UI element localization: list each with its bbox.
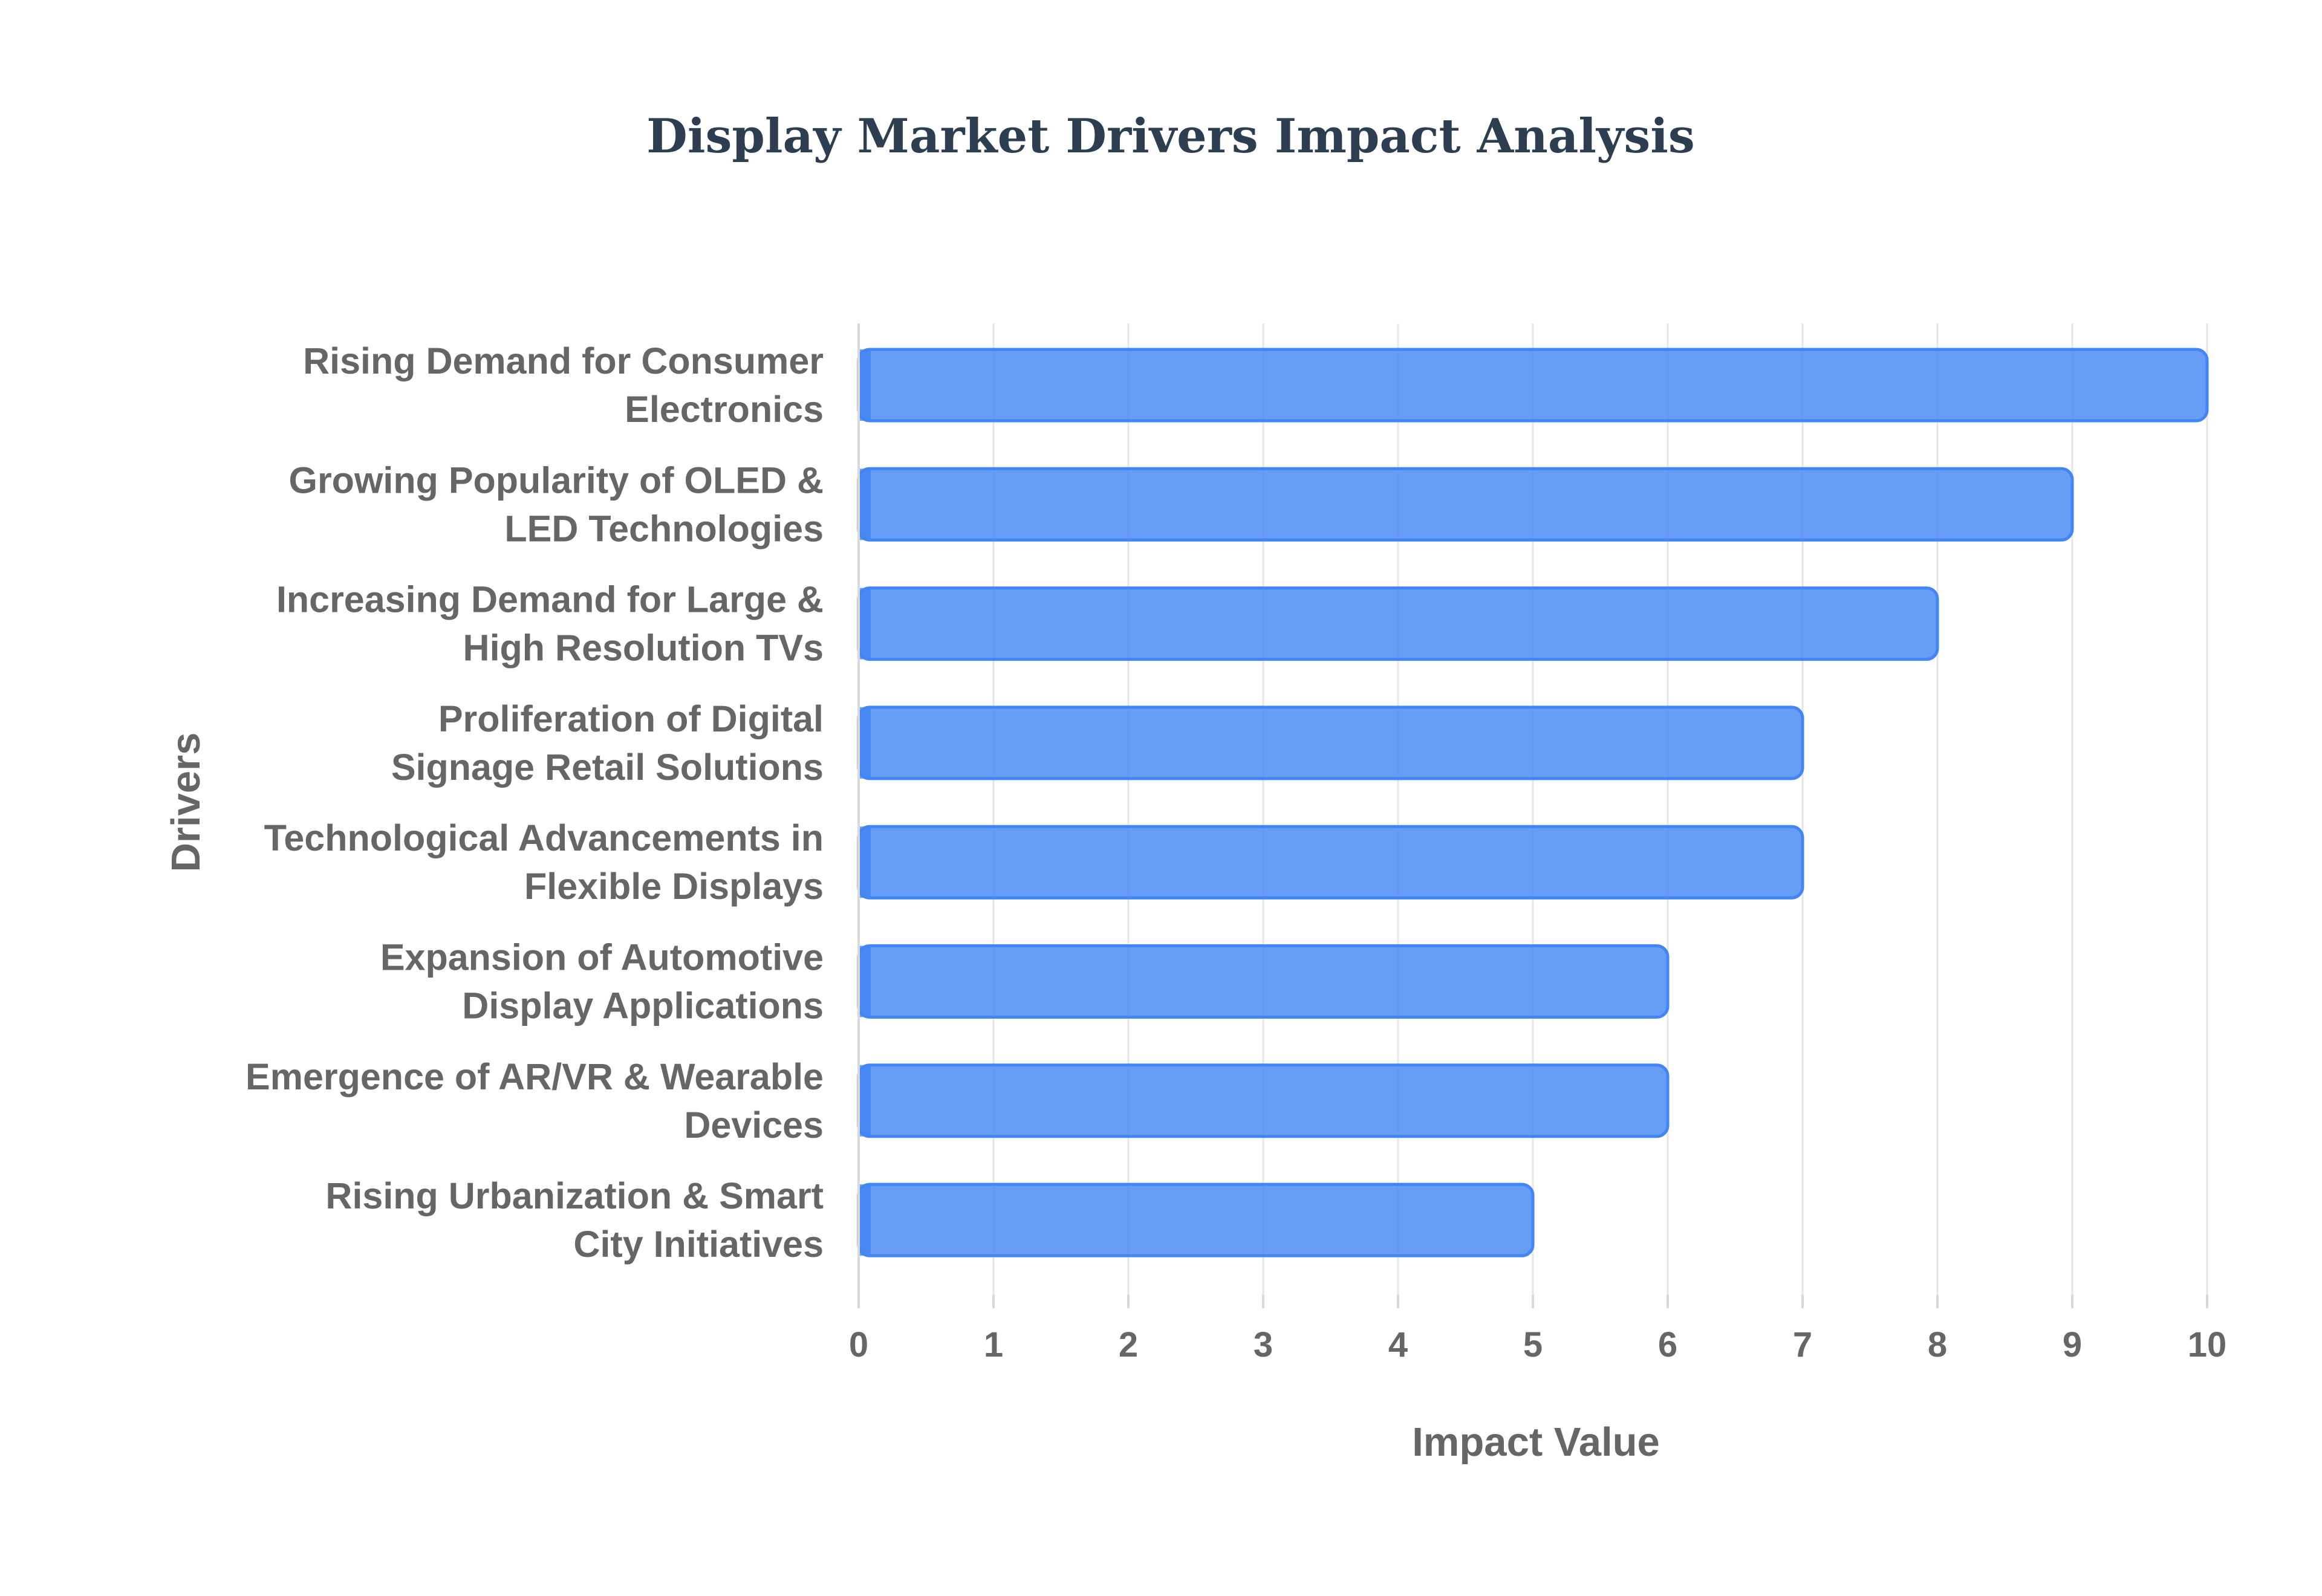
bar-base (859, 826, 871, 898)
category-label: Technological Advancements in Flexible Di… (264, 817, 824, 907)
axis-layer (857, 323, 2208, 1308)
x-tick-label: 9 (2063, 1325, 2082, 1364)
bar-base (859, 946, 871, 1017)
x-tick-label: 5 (1523, 1325, 1543, 1364)
bar-base (859, 469, 871, 540)
category-label: Rising Urbanization & Smart City Initiati… (325, 1175, 824, 1265)
bar-layer (857, 348, 2209, 1257)
bar-base (859, 349, 871, 421)
x-tick-label: 7 (1793, 1325, 1812, 1364)
x-tick-label: 6 (1658, 1325, 1677, 1364)
bar-base (859, 1065, 871, 1137)
x-tick-label: 10 (2188, 1325, 2227, 1364)
x-tick-label: 3 (1254, 1325, 1273, 1364)
bar (857, 348, 2209, 423)
x-tick-label: 1 (984, 1325, 1003, 1364)
category-label: Growing Popularity of OLED & LED Technolo… (289, 459, 824, 549)
chart-title: Display Market Drivers Impact Analysis (646, 109, 1695, 164)
x-axis-title: Impact Value (1412, 1419, 1660, 1465)
bar (857, 706, 1804, 780)
bar (857, 1182, 1535, 1257)
bar (857, 586, 1939, 661)
bar-base (859, 588, 871, 660)
category-label: Expansion of Automotive Display Applicati… (380, 937, 824, 1027)
bar-base (859, 1184, 871, 1256)
x-tick-label: 2 (1119, 1325, 1138, 1364)
bar (857, 825, 1804, 900)
x-tick-label: 0 (849, 1325, 868, 1364)
category-label: Rising Demand for Consumer Electronics (303, 340, 824, 430)
bar-base (859, 707, 871, 779)
category-label: Emergence of AR/VR & Wearable Devices (246, 1056, 824, 1146)
bar (857, 944, 1670, 1019)
x-tick-label: 8 (1928, 1325, 1947, 1364)
x-tick-label: 4 (1388, 1325, 1408, 1364)
category-label: Proliferation of Digital Signage Retail S… (391, 698, 824, 788)
bar (857, 467, 2074, 542)
bar (857, 1063, 1670, 1138)
category-label: Increasing Demand for Large & High Resolu… (276, 579, 824, 669)
y-axis-title: Drivers (163, 733, 209, 872)
label-layer: 0 1 2 3 4 5 6 7 8 9 10 Rising Demand for Consumer El… (246, 340, 2226, 1364)
